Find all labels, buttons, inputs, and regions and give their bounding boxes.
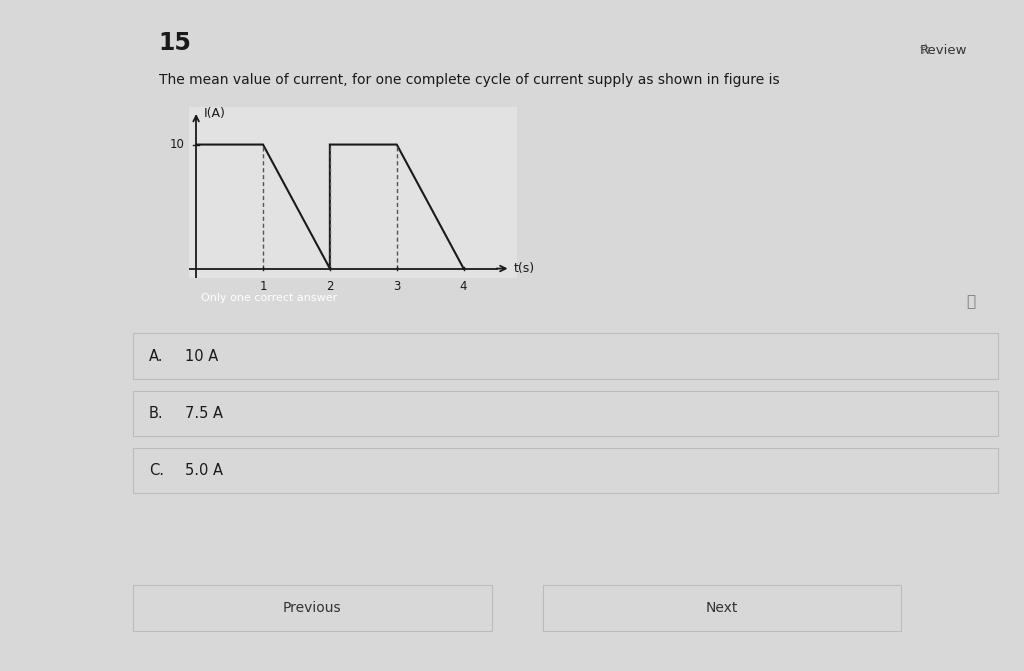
Text: 1: 1 [259, 280, 266, 293]
Text: I(A): I(A) [204, 107, 226, 119]
Text: ☆: ☆ [919, 43, 932, 58]
Text: Previous: Previous [283, 601, 342, 615]
Text: The mean value of current, for one complete cycle of current supply as shown in : The mean value of current, for one compl… [159, 73, 779, 87]
Text: 2: 2 [326, 280, 334, 293]
Text: 4: 4 [460, 280, 467, 293]
Text: 7.5 A: 7.5 A [185, 406, 223, 421]
Text: 10 A: 10 A [185, 349, 218, 364]
Text: Review: Review [921, 44, 968, 57]
Text: A.: A. [148, 349, 163, 364]
Text: 3: 3 [393, 280, 400, 293]
Text: t(s): t(s) [514, 262, 535, 275]
Text: 15: 15 [159, 32, 191, 55]
Text: 10: 10 [169, 138, 184, 151]
Text: Next: Next [706, 601, 738, 615]
Text: 5.0 A: 5.0 A [185, 463, 223, 478]
Text: ⓘ: ⓘ [967, 295, 975, 309]
Text: C.: C. [148, 463, 164, 478]
Text: B.: B. [148, 406, 163, 421]
Text: Only one correct answer: Only one correct answer [201, 293, 337, 303]
